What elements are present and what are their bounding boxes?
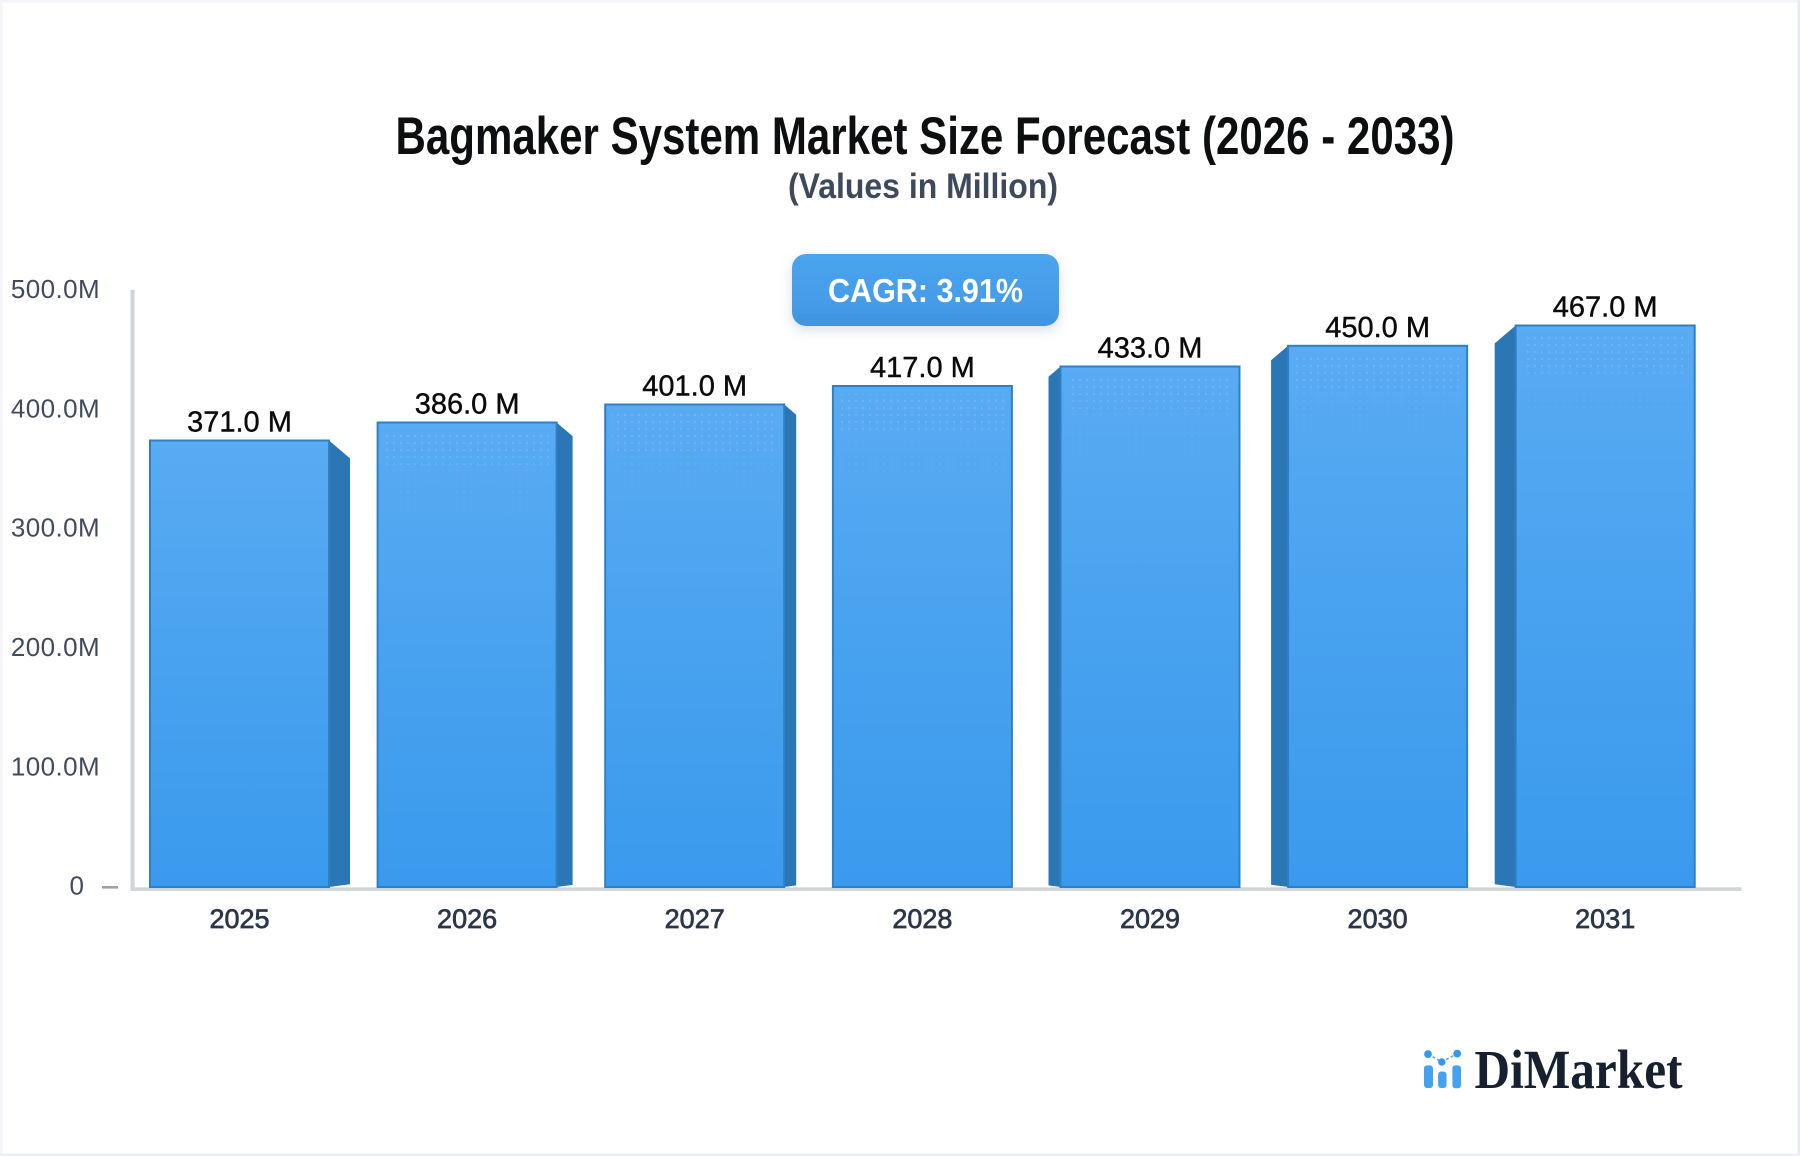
svg-text:500.0M: 500.0M	[11, 274, 100, 304]
svg-text:100.0M: 100.0M	[11, 751, 100, 781]
svg-text:2029: 2029	[1120, 904, 1180, 934]
svg-text:(Values in Million): (Values in Million)	[788, 167, 1058, 206]
svg-text:CAGR: 3.91%: CAGR: 3.91%	[828, 272, 1023, 309]
svg-text:200.0M: 200.0M	[11, 632, 100, 662]
svg-text:433.0 M: 433.0 M	[1098, 333, 1203, 365]
svg-text:401.0 M: 401.0 M	[642, 371, 747, 403]
svg-text:300.0M: 300.0M	[11, 513, 100, 543]
svg-text:2027: 2027	[665, 904, 725, 934]
svg-text:467.0 M: 467.0 M	[1553, 292, 1658, 324]
svg-text:400.0M: 400.0M	[11, 393, 100, 423]
svg-text:2030: 2030	[1348, 904, 1408, 934]
svg-text:2025: 2025	[209, 904, 269, 934]
svg-text:386.0 M: 386.0 M	[415, 389, 520, 421]
svg-text:417.0 M: 417.0 M	[870, 352, 975, 384]
svg-text:450.0 M: 450.0 M	[1325, 312, 1430, 344]
svg-text:2026: 2026	[437, 904, 497, 934]
svg-text:2031: 2031	[1575, 904, 1635, 934]
svg-text:371.0 M: 371.0 M	[187, 407, 292, 439]
svg-text:DiMarket: DiMarket	[1475, 1039, 1684, 1100]
svg-text:Bagmaker System Market Size Fo: Bagmaker System Market Size Forecast (20…	[396, 107, 1455, 166]
svg-text:0: 0	[70, 871, 84, 901]
svg-text:2028: 2028	[892, 904, 952, 934]
